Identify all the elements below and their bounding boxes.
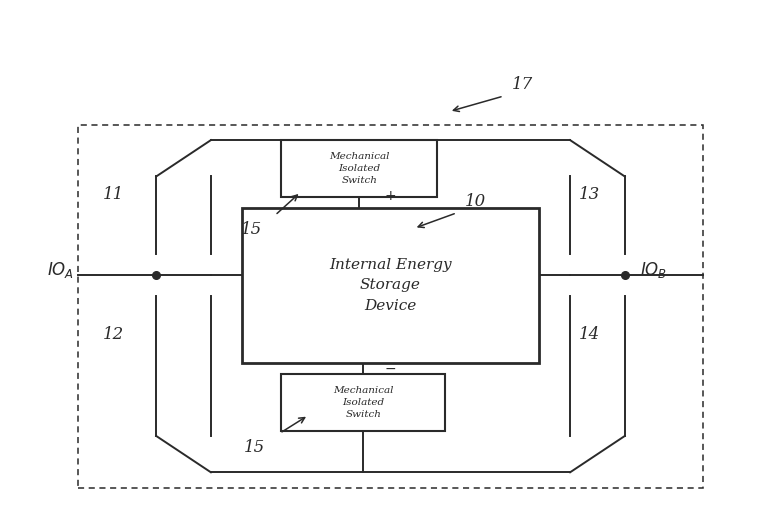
Text: Mechanical
Isolated
Switch: Mechanical Isolated Switch	[333, 386, 394, 418]
Bar	[281, 374, 445, 431]
Text: −: −	[385, 362, 396, 375]
Text: 15: 15	[241, 221, 262, 238]
Bar	[242, 208, 539, 363]
Text: 15: 15	[244, 439, 266, 456]
Bar	[78, 125, 703, 488]
Text: $\mathit{IO}_B$: $\mathit{IO}_B$	[640, 260, 668, 280]
Text: Internal Energy
Storage
Device: Internal Energy Storage Device	[329, 258, 452, 313]
Text: 17: 17	[512, 76, 533, 93]
Text: 12: 12	[102, 326, 124, 343]
Text: +: +	[385, 189, 396, 202]
Text: $\mathit{IO}_A$: $\mathit{IO}_A$	[47, 260, 74, 280]
Text: 13: 13	[579, 186, 601, 203]
Text: Mechanical
Isolated
Switch: Mechanical Isolated Switch	[329, 153, 390, 185]
Text: 10: 10	[465, 193, 486, 210]
Text: 11: 11	[102, 186, 124, 203]
Bar	[281, 140, 437, 197]
Text: 14: 14	[579, 326, 601, 343]
